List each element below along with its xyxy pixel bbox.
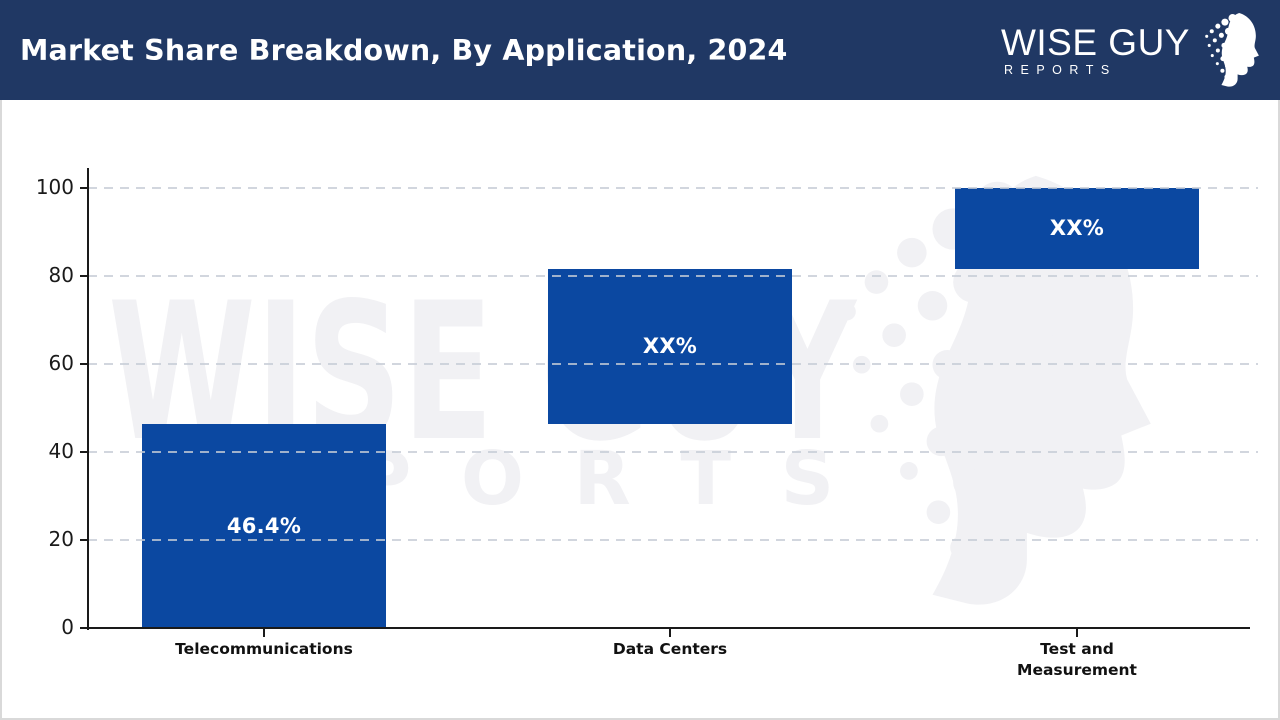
y-gridline — [88, 362, 1258, 365]
y-tick — [80, 627, 87, 629]
logo-wordmark: WISE GUY REPORTS — [1001, 24, 1190, 77]
y-tick — [80, 274, 87, 277]
bar-value-label: 46.4% — [226, 513, 302, 538]
x-tick — [263, 629, 265, 637]
y-gridline — [88, 450, 1258, 453]
brand-logo: WISE GUY REPORTS — [1001, 12, 1262, 88]
y-tick-label: 100 — [35, 174, 74, 199]
page-border-bottom — [0, 718, 1280, 720]
dotted-head-profile-icon — [1205, 13, 1259, 87]
x-category-label: Data Centers — [612, 640, 728, 658]
bar-value-label: XX% — [1049, 216, 1105, 241]
x-axis-line — [87, 627, 1250, 629]
y-gridline — [88, 538, 1258, 541]
y-tick-label: 20 — [48, 526, 74, 551]
y-tick-label: 0 — [61, 615, 74, 639]
logo-wordmark-line1: WISE GUY — [1000, 21, 1190, 63]
bar-segment: 46.4% — [142, 423, 386, 628]
page-border-left — [0, 100, 2, 720]
header: Market Share Breakdown, By Application, … — [0, 0, 1280, 100]
y-gridline — [88, 186, 1258, 189]
y-tick — [80, 538, 87, 541]
x-tick — [669, 629, 671, 637]
page-title: Market Share Breakdown, By Application, … — [20, 33, 788, 67]
y-tick-label: 40 — [48, 438, 74, 463]
x-category-label: Telecommunications — [175, 640, 353, 658]
y-tick-label: 80 — [48, 262, 74, 287]
x-tick — [1076, 629, 1078, 637]
y-tick — [80, 450, 87, 453]
bar-value-label: XX% — [642, 334, 698, 359]
logo-wordmark-line2: REPORTS — [1003, 62, 1117, 77]
page-border-right — [1278, 100, 1280, 720]
y-tick — [80, 186, 87, 189]
bar-segment: XX% — [548, 268, 792, 424]
x-category-label: Test and Measurement — [1017, 640, 1137, 680]
y-tick-label: 60 — [48, 350, 74, 375]
bar-segment: XX% — [955, 187, 1199, 269]
y-axis-line — [87, 168, 89, 630]
chart-area: WISE GUY R E P O R T S 0 20 40 60 80 100 46.4%… — [0, 100, 1280, 720]
y-gridline — [88, 274, 1258, 277]
y-tick — [80, 362, 87, 365]
